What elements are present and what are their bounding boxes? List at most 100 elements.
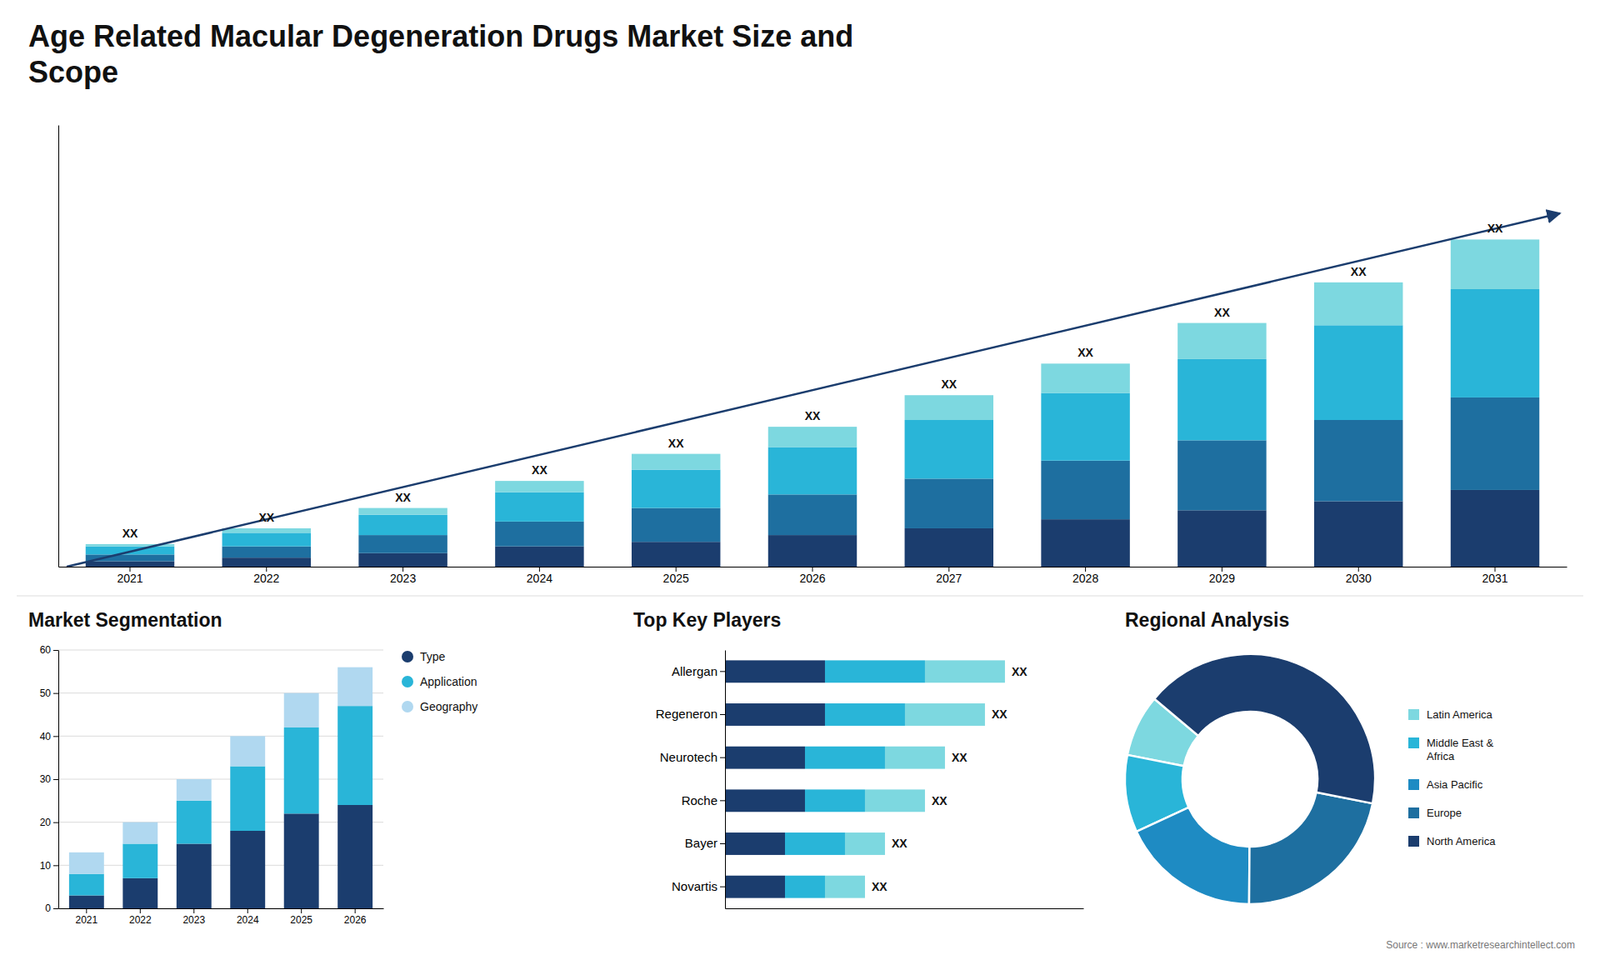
legend-item: Geography (401, 700, 478, 714)
bar (337, 705, 373, 805)
chart-title-line: Regional Analysis (1125, 609, 1290, 631)
y-axis-tick-mark (53, 865, 59, 866)
bar (845, 832, 885, 855)
x-axis-tick-label: 2024 (236, 914, 260, 926)
x-axis-tick-mark (355, 908, 356, 914)
bar (222, 546, 311, 559)
data-label: XX (951, 750, 968, 765)
x-axis-tick: 2031 (1481, 566, 1508, 585)
grid (58, 650, 384, 909)
y-axis-tick-label: 10 (40, 860, 52, 872)
x-axis-tick-mark (247, 908, 249, 914)
bar (925, 660, 1005, 683)
x-axis-tick-label: 2029 (1209, 571, 1235, 585)
plot-area (725, 660, 1005, 898)
x-axis-tick-label: 2028 (1072, 571, 1099, 585)
data-label: XX (891, 836, 908, 850)
y-axis-tick: 50 (40, 687, 59, 700)
y-axis-tick-mark (53, 779, 59, 780)
y-axis-tick-mark (720, 714, 725, 715)
x-axis: 202120222023202420252026 (59, 908, 385, 926)
grid-line (58, 779, 384, 780)
chart-title: Age Related Macular Degeneration Drugs M… (28, 19, 854, 90)
bar (230, 735, 265, 766)
bar (1450, 490, 1540, 567)
plot-area (85, 239, 1540, 567)
bar (1177, 323, 1266, 360)
grid-line (58, 821, 384, 823)
x-axis-tick: 2022 (129, 908, 152, 926)
legend-swatch (1408, 709, 1420, 720)
y-axis-tick: Allergan (671, 664, 725, 679)
y-axis-line (58, 650, 60, 910)
grid-line (58, 735, 384, 737)
y-axis-tick-label: Neurotech (660, 750, 718, 765)
bar (176, 800, 212, 845)
y-axis-tick-mark (53, 908, 59, 910)
bar (69, 874, 105, 896)
y-axis (58, 125, 60, 568)
chart-title: Market Segmentation (28, 609, 223, 631)
data-label: XX (1011, 665, 1028, 679)
x-axis-tick-label: 2022 (253, 571, 280, 585)
bar (358, 553, 447, 567)
legend-label: North America (1426, 835, 1496, 848)
legend-label-line: Latin America (1426, 708, 1494, 721)
bar (69, 852, 105, 875)
y-axis-tick: 60 (40, 644, 59, 656)
bar (495, 521, 584, 547)
y-axis-tick: Novartis (671, 879, 725, 894)
x-axis-tick-label: 2022 (129, 914, 152, 926)
legend-item: Asia Pacific (1408, 778, 1484, 791)
legend-label-line: Africa (1426, 750, 1455, 763)
data-label: XX (991, 707, 1008, 721)
bar-series (785, 660, 925, 898)
bar (1450, 239, 1540, 290)
legend-item: Latin America (1408, 708, 1494, 721)
x-axis-tick-label: 2030 (1345, 571, 1372, 585)
x-axis-tick-label: 2024 (526, 571, 553, 585)
bar (1040, 519, 1130, 567)
y-axis: AllerganRegeneronNeurotechRocheBayerNova… (655, 650, 726, 910)
bar (176, 779, 212, 801)
bar (122, 822, 158, 845)
annotation: Source : www.marketresearchintellect.com (1385, 939, 1575, 951)
x-axis-tick-label: 2027 (935, 571, 962, 585)
y-axis-tick-mark (720, 670, 725, 672)
chart-title: Top Key Players (633, 609, 781, 631)
data-label: XX (395, 490, 411, 505)
legend-swatch (1408, 807, 1420, 819)
bar (337, 667, 373, 707)
data-label: XX (805, 409, 821, 423)
y-axis-tick: Neurotech (660, 750, 725, 765)
x-axis-tick: 2024 (526, 566, 553, 585)
x-axis-tick-label: 2025 (663, 571, 690, 585)
legend-label: Europe (1426, 806, 1462, 820)
bar (1040, 460, 1130, 520)
legend-label: Geography (420, 700, 478, 714)
x-axis-tick-mark (85, 908, 87, 914)
bar (284, 693, 320, 728)
bar (85, 546, 175, 555)
y-axis: 0102030405060 (40, 644, 60, 915)
bar (768, 494, 857, 535)
bar (222, 528, 311, 533)
x-axis-tick-label: 2021 (75, 914, 98, 926)
bar (725, 703, 825, 726)
bar-series (725, 660, 825, 898)
bar (1450, 289, 1540, 398)
bar (85, 561, 175, 567)
y-axis-tick: Bayer (685, 835, 725, 850)
legend-label: Type (420, 650, 446, 664)
legend: Latin AmericaMiddle East &AfricaAsia Pac… (1408, 708, 1496, 848)
bar (725, 660, 825, 683)
y-axis-tick-label: Regeneron (655, 706, 718, 721)
pie-slice (1136, 807, 1250, 905)
y-axis-tick-mark (53, 822, 59, 824)
x-axis-tick: 2022 (253, 566, 280, 585)
bar (725, 746, 805, 770)
bar (725, 789, 805, 812)
bar (358, 535, 447, 554)
bar-series (85, 490, 1540, 567)
trend-arrow (66, 213, 1560, 567)
